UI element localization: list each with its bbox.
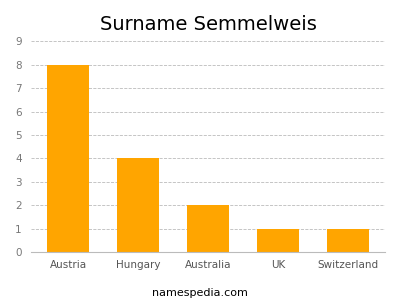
- Bar: [48, 64, 89, 252]
- Bar: [117, 158, 159, 252]
- Bar: [327, 229, 369, 252]
- Title: Surname Semmelweis: Surname Semmelweis: [100, 15, 317, 34]
- Text: namespedia.com: namespedia.com: [152, 289, 248, 298]
- Bar: [187, 206, 229, 252]
- Bar: [257, 229, 299, 252]
